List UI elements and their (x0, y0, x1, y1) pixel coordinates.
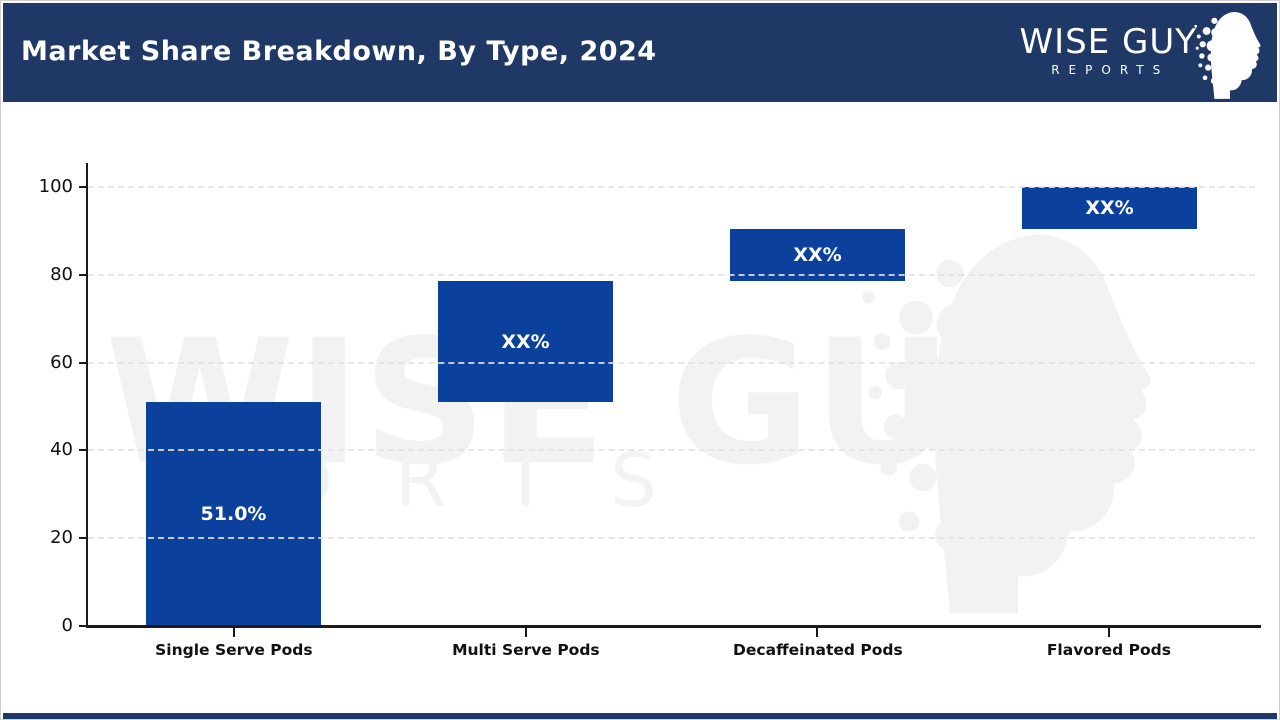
x-category-label-1: Multi Serve Pods (452, 641, 600, 659)
y-tick-100 (79, 186, 88, 189)
y-tick-80 (79, 273, 88, 276)
x-tick-0 (232, 628, 235, 637)
logo-subtitle: REPORTS (1051, 63, 1170, 77)
page-title: Market Share Breakdown, By Type, 2024 (21, 36, 657, 67)
y-axis-line (86, 163, 88, 626)
wiseguy-logo: WISE GUY REPORTS (1019, 5, 1269, 101)
bar-value-label-2: XX% (793, 243, 842, 266)
x-tick-1 (524, 628, 527, 637)
x-tick-2 (816, 628, 819, 637)
y-tick-label-20: 20 (50, 527, 73, 549)
y-tick-20 (79, 537, 88, 540)
footer-bar (3, 713, 1277, 720)
y-tick-label-100: 100 (38, 176, 73, 198)
gridline-60 (88, 361, 1255, 364)
wiseguy-head-icon (1194, 11, 1261, 99)
x-category-label-2: Decaffeinated Pods (733, 641, 903, 659)
x-axis-line (86, 625, 1261, 628)
gridline-20 (88, 537, 1255, 540)
gridline-80 (88, 273, 1255, 276)
x-tick-3 (1108, 628, 1111, 637)
y-tick-label-0: 0 (61, 615, 73, 636)
bar-1 (438, 281, 613, 403)
header-banner: Market Share Breakdown, By Type, 2024 WI… (3, 3, 1277, 102)
logo-wordmark: WISE GUY (1019, 22, 1197, 62)
gridline-40 (88, 449, 1255, 452)
bar-value-label-3: XX% (1085, 196, 1134, 219)
y-tick-label-60: 60 (50, 351, 73, 373)
gridline-100 (88, 186, 1255, 189)
bar-value-label-1: XX% (501, 330, 550, 353)
y-tick-40 (79, 449, 88, 452)
bar-2 (730, 228, 905, 282)
y-tick-0 (79, 625, 88, 627)
bar-3 (1022, 187, 1197, 229)
y-tick-60 (79, 361, 88, 364)
x-category-label-0: Single Serve Pods (155, 641, 313, 659)
x-category-label-3: Flavored Pods (1046, 641, 1171, 659)
y-tick-label-40: 40 (50, 439, 73, 461)
y-tick-label-80: 80 (50, 263, 73, 285)
bar-value-label-0: 51.0% (200, 503, 267, 526)
logo-text: WISE GUY REPORTS (1019, 23, 1197, 77)
bar-0 (146, 402, 321, 626)
